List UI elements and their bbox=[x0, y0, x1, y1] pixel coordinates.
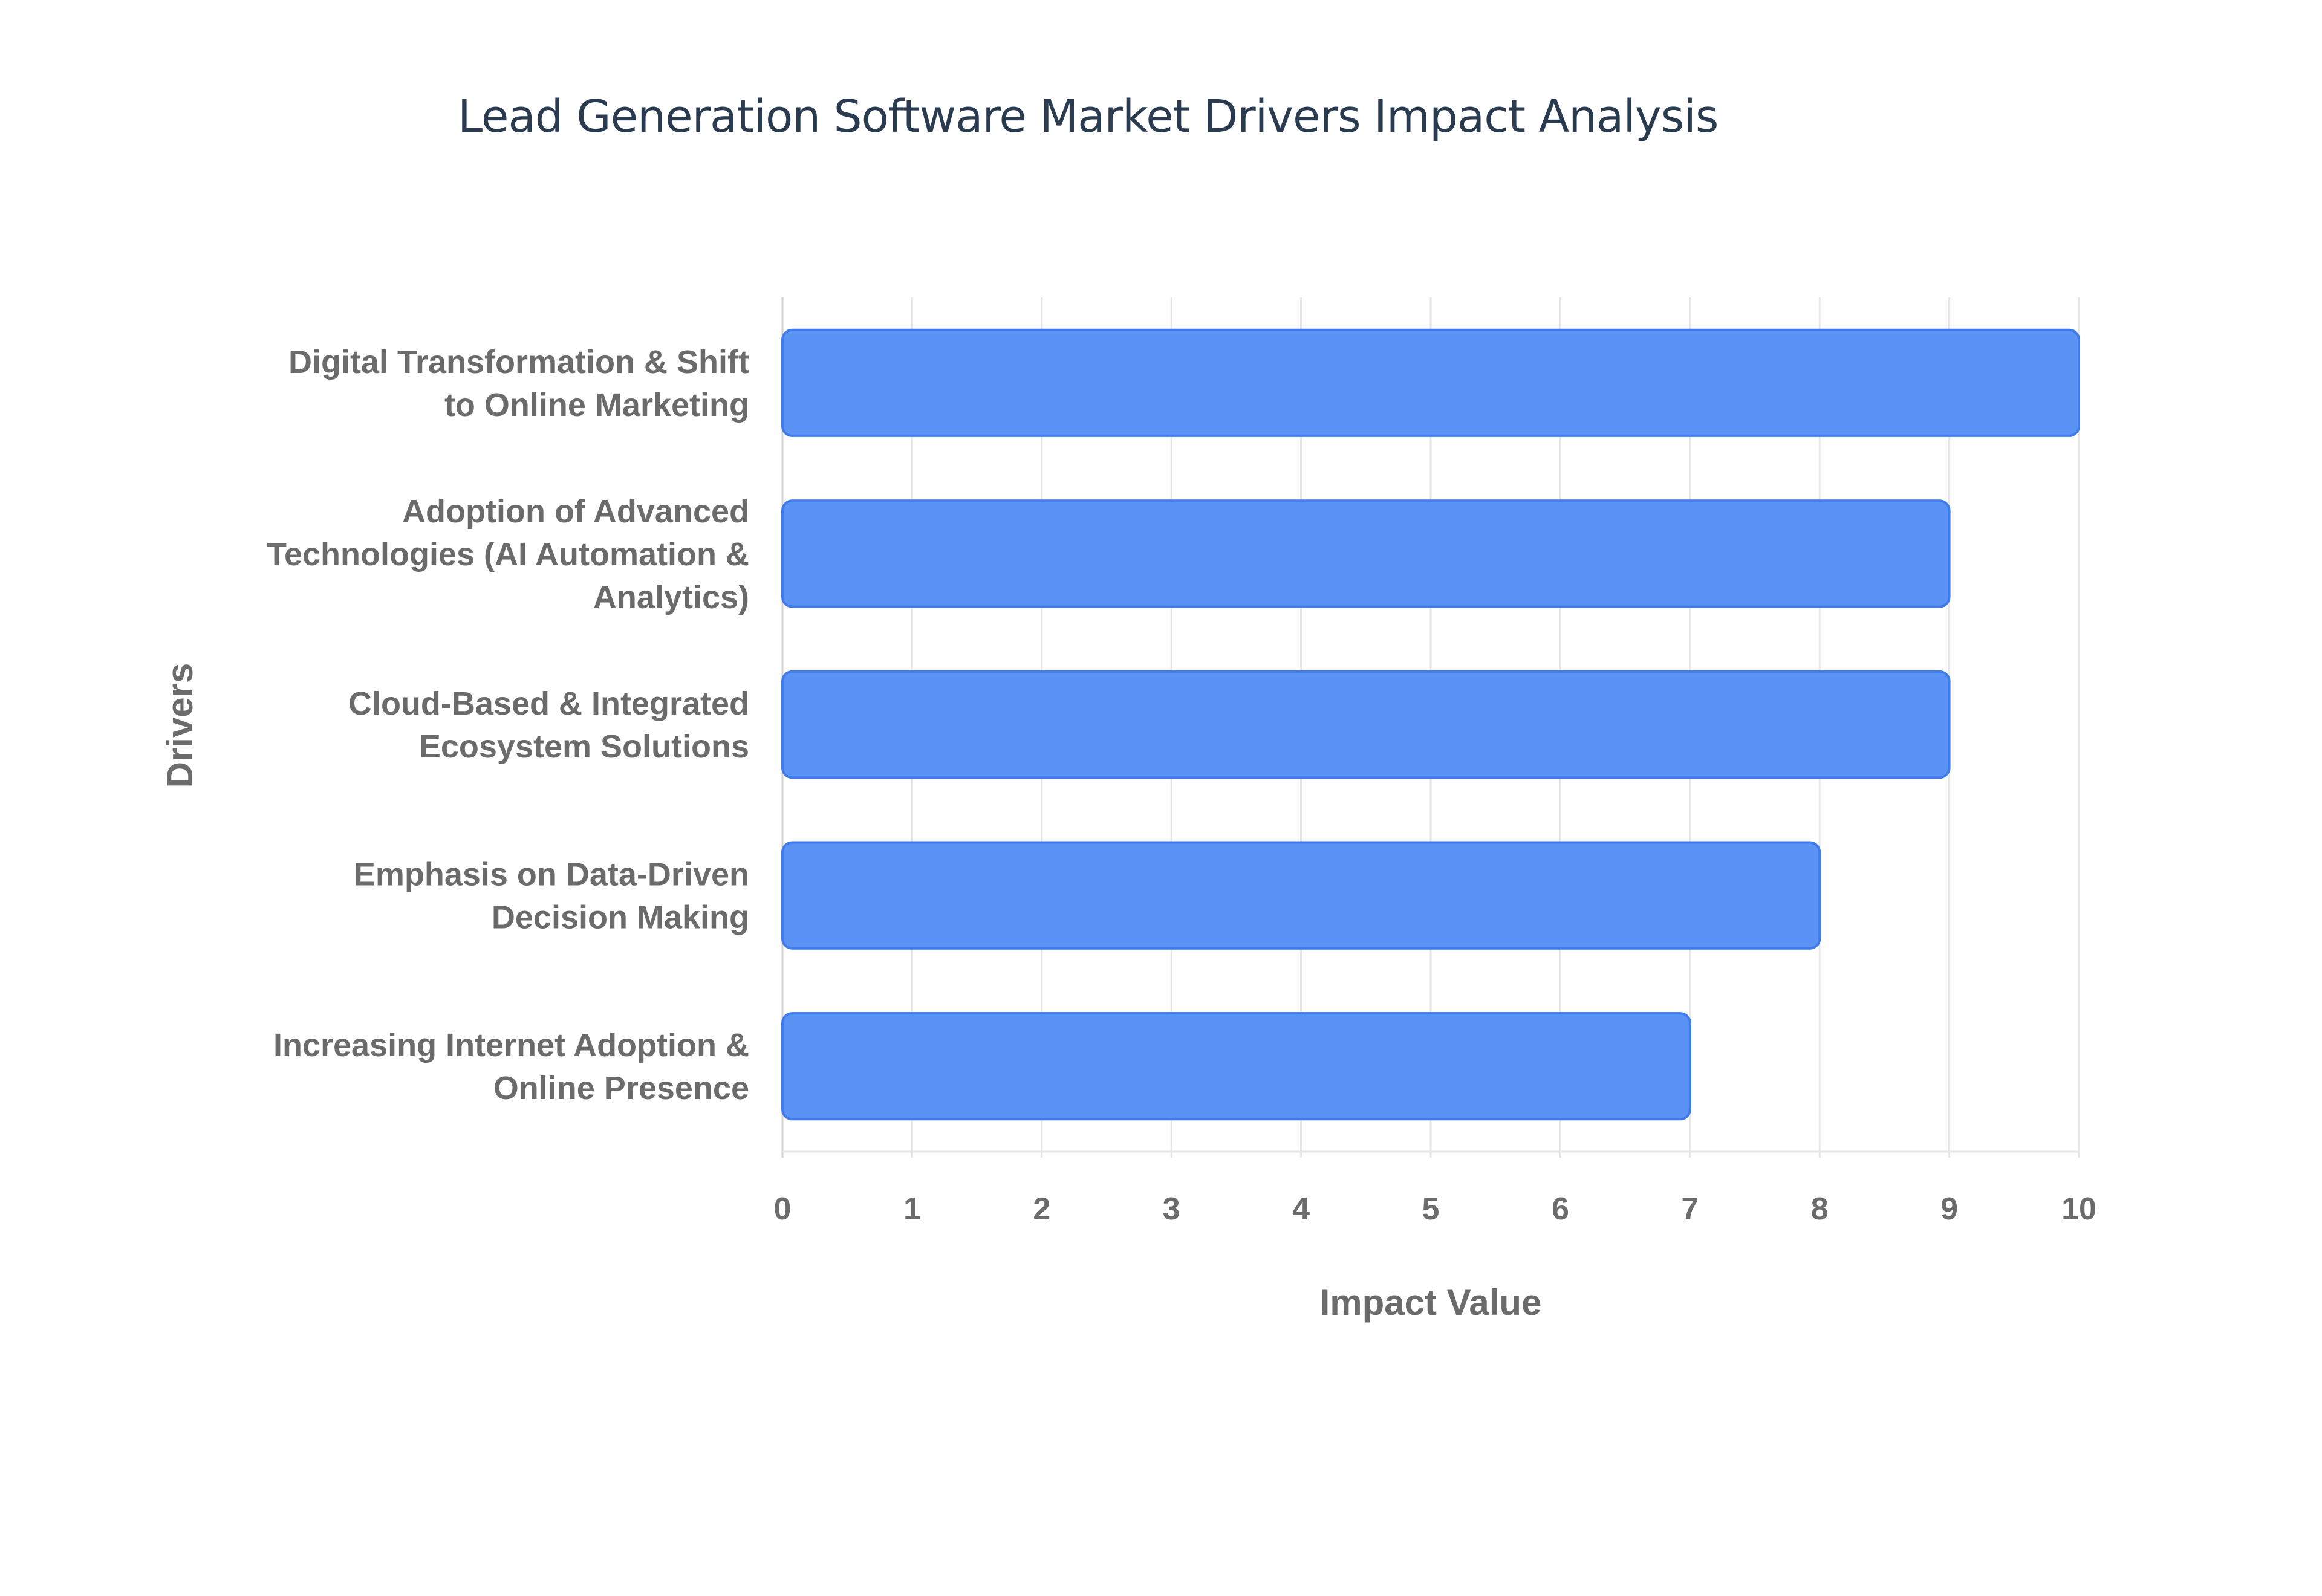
bar bbox=[781, 841, 1821, 950]
category-label-line: Emphasis on Data-Driven bbox=[354, 857, 749, 893]
category-label-line: Analytics) bbox=[593, 579, 749, 615]
bar bbox=[781, 328, 2080, 437]
y-axis-title: Drivers bbox=[160, 663, 200, 788]
bar bbox=[781, 670, 1951, 779]
category-label-line: Adoption of Advanced bbox=[402, 493, 749, 530]
category-label: Cloud-Based & Integrated Ecosystem Soluti… bbox=[348, 686, 749, 765]
x-tick-label: 0 bbox=[774, 1192, 792, 1227]
category-label: Emphasis on Data-Driven Decision Making bbox=[354, 857, 749, 936]
x-tick-label: 7 bbox=[1681, 1192, 1699, 1227]
x-tick-label: 8 bbox=[1811, 1192, 1829, 1227]
category-label-line: Decision Making bbox=[492, 900, 749, 936]
x-tick-label: 2 bbox=[1033, 1192, 1050, 1227]
x-tick-label: 5 bbox=[1422, 1192, 1440, 1227]
category-labels: Digital Transformation & Shift to Online … bbox=[267, 344, 749, 1106]
x-tick-label: 4 bbox=[1292, 1192, 1310, 1227]
x-tick-label: 9 bbox=[1940, 1192, 1958, 1227]
chart-title: Lead Generation Software Market Drivers … bbox=[458, 91, 1719, 143]
category-label: Adoption of Advanced Technologies (AI Aut… bbox=[267, 493, 749, 615]
category-label: Increasing Internet Adoption & Online Pre… bbox=[273, 1027, 749, 1106]
bar bbox=[781, 1012, 1691, 1121]
x-tick-label: 3 bbox=[1163, 1192, 1180, 1227]
category-label: Digital Transformation & Shift to Online … bbox=[288, 344, 749, 423]
category-label-line: Online Presence bbox=[493, 1070, 749, 1106]
x-tick-labels: 0 1 2 3 4 5 6 7 8 9 10 bbox=[774, 1192, 2096, 1227]
bar bbox=[781, 499, 1951, 608]
category-label-line: Cloud-Based & Integrated bbox=[348, 686, 749, 722]
bars bbox=[781, 328, 2080, 1121]
category-label-line: Ecosystem Solutions bbox=[419, 728, 749, 765]
category-label-line: to Online Marketing bbox=[444, 387, 749, 423]
category-label-line: Increasing Internet Adoption & bbox=[273, 1027, 749, 1063]
x-tick-label: 10 bbox=[2061, 1192, 2096, 1227]
x-tick-label: 6 bbox=[1552, 1192, 1569, 1227]
category-label-line: Technologies (AI Automation & bbox=[267, 536, 749, 573]
x-axis-title: Impact Value bbox=[1320, 1282, 1542, 1323]
category-label-line: Digital Transformation & Shift bbox=[288, 344, 749, 380]
x-tick-label: 1 bbox=[903, 1192, 921, 1227]
